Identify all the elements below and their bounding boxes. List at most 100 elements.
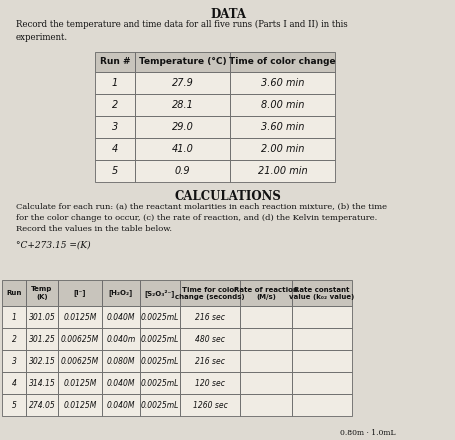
Text: 0.080M: 0.080M [106,356,135,366]
Text: 41.0: 41.0 [171,144,193,154]
Bar [135,160,229,182]
Text: 0.0025mL: 0.0025mL [141,378,179,388]
Bar [102,328,140,350]
Text: 314.15: 314.15 [29,378,55,388]
Bar [239,280,291,306]
Bar [140,394,180,416]
Bar [58,328,102,350]
Bar [229,160,334,182]
Bar [2,394,26,416]
Text: Calculate for each run: (a) the reactant molarities in each reaction mixture, (b: Calculate for each run: (a) the reactant… [16,203,386,233]
Bar [26,372,58,394]
Text: [I⁻]: [I⁻] [74,290,86,297]
Text: Rate constant
value (k₀₂ value): Rate constant value (k₀₂ value) [289,286,354,300]
Bar [291,350,351,372]
Bar [2,350,26,372]
Text: 4: 4 [111,144,118,154]
Text: 0.00625M: 0.00625M [61,356,99,366]
Bar [229,138,334,160]
Text: Rate of reaction
(M/s): Rate of reaction (M/s) [233,286,297,300]
Text: Time of color change: Time of color change [229,58,335,66]
Text: 216 sec: 216 sec [195,356,224,366]
Bar [2,306,26,328]
Text: 2: 2 [111,100,118,110]
Bar [180,394,239,416]
Bar [102,372,140,394]
Bar [26,306,58,328]
Bar [26,280,58,306]
Bar [239,328,291,350]
Bar [180,350,239,372]
Bar [140,372,180,394]
Bar [135,116,229,138]
Bar [95,138,135,160]
Bar [95,94,135,116]
Text: Run #: Run # [100,58,130,66]
Text: 301.25: 301.25 [29,334,55,344]
Bar [95,52,135,72]
Bar [95,72,135,94]
Text: 3.60 min: 3.60 min [260,78,303,88]
Text: 1260 sec: 1260 sec [192,400,227,410]
Bar [26,328,58,350]
Text: 21.00 min: 21.00 min [257,166,307,176]
Bar [135,52,229,72]
Bar [135,94,229,116]
Bar [102,394,140,416]
Bar [102,306,140,328]
Bar [239,372,291,394]
Text: 0.040M: 0.040M [106,378,135,388]
Text: Run: Run [6,290,22,296]
Text: 0.0125M: 0.0125M [63,400,96,410]
Text: 3.60 min: 3.60 min [260,122,303,132]
Text: 28.1: 28.1 [171,100,193,110]
Text: Record the temperature and time data for all five runs (Parts I and II) in this
: Record the temperature and time data for… [16,20,347,42]
Text: Time for color
change (seconds): Time for color change (seconds) [175,286,244,300]
Text: 5: 5 [11,400,16,410]
Bar [180,372,239,394]
Text: 0.80m · 1.0mL: 0.80m · 1.0mL [339,429,394,437]
Text: 3: 3 [111,122,118,132]
Text: 480 sec: 480 sec [195,334,224,344]
Bar [239,350,291,372]
Text: DATA: DATA [210,8,245,21]
Bar [291,394,351,416]
Text: Temperature (°C): Temperature (°C) [138,58,226,66]
Bar [58,306,102,328]
Bar [180,306,239,328]
Text: 0.0125M: 0.0125M [63,378,96,388]
Text: 0.00625M: 0.00625M [61,334,99,344]
Bar [58,394,102,416]
Text: 0.040M: 0.040M [106,400,135,410]
Bar [229,52,334,72]
Text: 0.0025mL: 0.0025mL [141,312,179,322]
Bar [95,160,135,182]
Text: °C+273.15 =(K): °C+273.15 =(K) [16,241,91,250]
Text: 27.9: 27.9 [171,78,193,88]
Bar [180,328,239,350]
Bar [140,306,180,328]
Bar [140,280,180,306]
Bar [229,116,334,138]
Text: 5: 5 [111,166,118,176]
Text: [H₂O₂]: [H₂O₂] [109,290,133,297]
Bar [140,328,180,350]
Text: 1: 1 [111,78,118,88]
Text: 0.040m: 0.040m [106,334,135,344]
Text: 301.05: 301.05 [29,312,55,322]
Bar [229,72,334,94]
Text: 0.9: 0.9 [174,166,190,176]
Bar [102,350,140,372]
Text: 274.05: 274.05 [29,400,55,410]
Text: 3: 3 [11,356,16,366]
Bar [239,306,291,328]
Text: 1: 1 [11,312,16,322]
Bar [291,328,351,350]
Bar [229,94,334,116]
Bar [58,372,102,394]
Text: 0.0025mL: 0.0025mL [141,334,179,344]
Bar [291,372,351,394]
Text: 302.15: 302.15 [29,356,55,366]
Bar [140,350,180,372]
Text: Temp
(K): Temp (K) [31,286,53,300]
